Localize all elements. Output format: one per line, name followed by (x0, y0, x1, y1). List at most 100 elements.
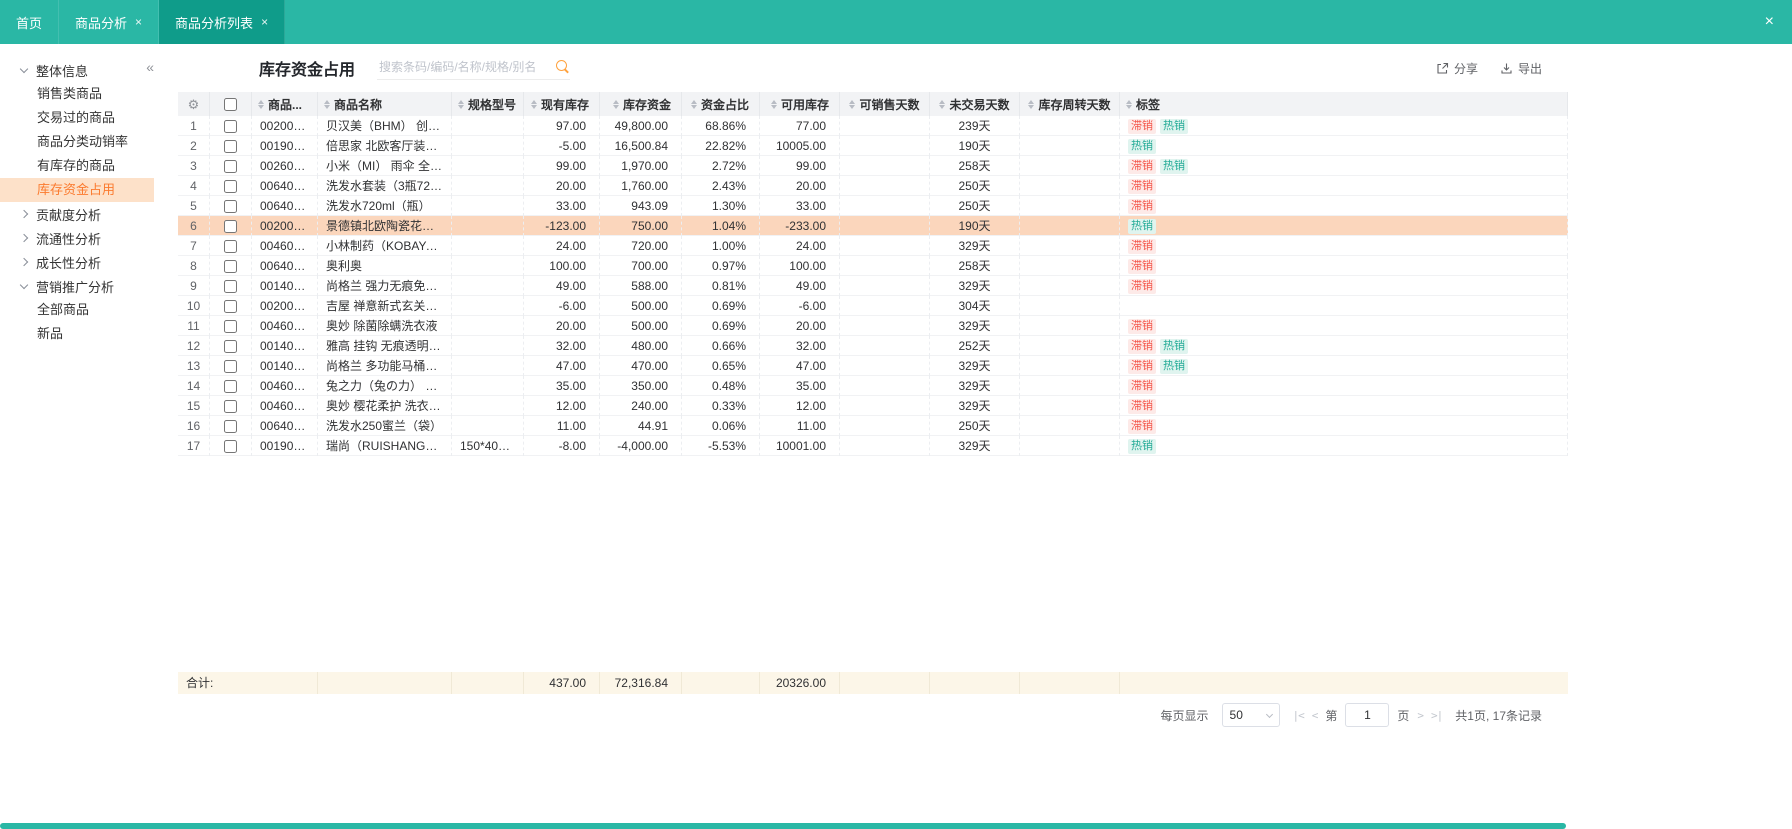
close-icon[interactable]: × (261, 15, 269, 29)
table-row[interactable]: 13 001400... 尚格兰 多功能马桶刷套装 月 47.00 470.00… (178, 356, 1568, 376)
row-checkbox[interactable] (224, 440, 237, 454)
cell-capital-ratio: 0.69% (682, 316, 760, 336)
col-header-available-stock[interactable]: 可用库存 (760, 92, 840, 116)
prev-page-button[interactable]: < (1311, 708, 1319, 722)
next-page-button[interactable]: > (1417, 708, 1424, 722)
sort-icon[interactable] (458, 99, 464, 109)
col-header-product-name[interactable]: 商品名称 (318, 92, 452, 116)
cell-spec (452, 416, 524, 436)
search-icon[interactable] (555, 59, 570, 74)
cell-stock-capital: 44.91 (600, 416, 682, 436)
export-button[interactable]: 导出 (1500, 60, 1542, 77)
sort-icon[interactable] (258, 99, 264, 109)
table-row[interactable]: 6 002000... 景德镇北欧陶瓷花瓶摆件 优 -123.00 750.00… (178, 216, 1568, 236)
col-header-tags[interactable]: 标签 (1120, 92, 1568, 116)
row-checkbox[interactable] (224, 160, 237, 174)
gear-icon[interactable]: ⚙ (187, 96, 200, 112)
sidebar-item-traded-products[interactable]: 交易过的商品 (37, 110, 116, 125)
sidebar-group-growth[interactable]: 成长性分析 (0, 250, 178, 274)
close-icon[interactable]: × (135, 15, 143, 29)
table-row[interactable]: 4 006400... 洗发水套装（3瓶720ml+1瓶 20.00 1,760… (178, 176, 1568, 196)
tab-home[interactable]: 首页 (0, 0, 60, 44)
row-checkbox[interactable] (224, 240, 237, 254)
sidebar-item-all-products[interactable]: 全部商品 (37, 302, 90, 317)
tab-product-analysis[interactable]: 商品分析 × (59, 0, 160, 44)
sidebar-item-in-stock-products[interactable]: 有库存的商品 (37, 158, 116, 173)
row-checkbox[interactable] (224, 200, 237, 214)
table-row[interactable]: 17 001900... 瑞尚（RUISHANG） 卧室满 150*40厘米 -… (178, 436, 1568, 456)
sort-icon[interactable] (530, 99, 537, 109)
table-row[interactable]: 7 004600... 小林制药（KOBAYASHI）日 24.00 720.0… (178, 236, 1568, 256)
row-checkbox[interactable] (224, 360, 237, 374)
table-row[interactable]: 10 002000... 吉屋 禅意新式玄关摆件客厅 -6.00 500.00 … (178, 296, 1568, 316)
table-row[interactable]: 11 004600... 奥妙 除菌除螨洗衣液 20.00 500.00 0.6… (178, 316, 1568, 336)
col-header-sellable-days[interactable]: 可销售天数 (840, 92, 930, 116)
col-header-spec[interactable]: 规格型号 (452, 92, 524, 116)
table-row[interactable]: 3 002600... 小米（MI） 雨伞 全自动折叠 99.00 1,970.… (178, 156, 1568, 176)
row-checkbox[interactable] (224, 120, 237, 134)
sidebar-item-category-sell-rate[interactable]: 商品分类动销率 (37, 134, 129, 149)
table-row[interactable]: 14 004600... 兔之力（兔の力） 粘毛器粘 35.00 350.00 … (178, 376, 1568, 396)
col-header-no-trade-days[interactable]: 未交易天数 (930, 92, 1020, 116)
row-checkbox[interactable] (224, 140, 237, 154)
row-checkbox[interactable] (224, 260, 237, 274)
row-checkbox[interactable] (224, 300, 237, 314)
cell-available-stock: 99.00 (760, 156, 840, 176)
sidebar-group-circulation[interactable]: 流通性分析 (0, 226, 178, 250)
per-page-select[interactable]: 50 (1221, 703, 1280, 727)
table-row[interactable]: 2 001900... 倍思家 北欧客厅装饰画卧室 -5.00 16,500.8… (178, 136, 1568, 156)
sort-icon[interactable] (1028, 99, 1035, 109)
row-checkbox[interactable] (224, 220, 237, 234)
col-header-product-code[interactable]: 商品... (252, 92, 318, 116)
table-row[interactable]: 1 002000... 贝汉美（BHM） 创意北欧陶 97.00 49,800.… (178, 116, 1568, 136)
sort-icon[interactable] (612, 99, 619, 109)
sidebar-item-new-products[interactable]: 新品 (37, 326, 64, 341)
cell-product-code: 002000... (252, 216, 318, 236)
row-checkbox[interactable] (224, 320, 237, 334)
table-row[interactable]: 12 001400... 雅高 挂钩 无痕透明粘钩 强 32.00 480.00… (178, 336, 1568, 356)
cell-stock-capital: 750.00 (600, 216, 682, 236)
row-checkbox[interactable] (224, 380, 237, 394)
tab-product-analysis-list[interactable]: 商品分析列表 × (159, 0, 286, 44)
cell-tags: 滞销 (1120, 396, 1568, 416)
row-checkbox[interactable] (224, 280, 237, 294)
last-page-button[interactable]: >| (1431, 708, 1443, 722)
share-button[interactable]: 分享 (1436, 60, 1478, 77)
col-header-current-stock[interactable]: 现有库存 (524, 92, 600, 116)
table-row[interactable]: 15 004600... 奥妙 樱花柔护 洗衣凝珠 10 12.00 240.0… (178, 396, 1568, 416)
cell-turnover-days (1020, 436, 1120, 456)
sidebar-group-contribution[interactable]: 贡献度分析 (0, 202, 178, 226)
sidebar-item-stock-capital[interactable]: 库存资金占用 (0, 178, 154, 202)
row-checkbox[interactable] (224, 420, 237, 434)
sidebar-group-marketing[interactable]: 营销推广分析 (0, 274, 178, 298)
table-row[interactable]: 5 006400... 洗发水720ml（瓶） 33.00 943.09 1.3… (178, 196, 1568, 216)
sidebar-group-overall[interactable]: 整体信息 (0, 58, 178, 82)
tag-hot: 热销 (1160, 158, 1188, 174)
sidebar-collapse-icon[interactable]: « (146, 59, 154, 75)
row-checkbox[interactable] (224, 340, 237, 354)
sort-icon[interactable] (939, 99, 946, 109)
cell-stock-capital: 1,760.00 (600, 176, 682, 196)
tag-hot: 热销 (1128, 218, 1156, 234)
col-header-capital-ratio[interactable]: 资金占比 (682, 92, 760, 116)
search-input[interactable] (377, 56, 550, 77)
table-row[interactable]: 8 006400... 奥利奥 100.00 700.00 0.97% 100.… (178, 256, 1568, 276)
cell-available-stock: -6.00 (760, 296, 840, 316)
sidebar-item-sales-products[interactable]: 销售类商品 (37, 86, 103, 101)
sort-icon[interactable] (770, 99, 777, 109)
table-row[interactable]: 16 006400... 洗发水250蜜兰（袋） 11.00 44.91 0.0… (178, 416, 1568, 436)
table-row[interactable]: 9 001400... 尚格兰 强力无痕免打孔浴室 49.00 588.00 0… (178, 276, 1568, 296)
window-close-icon[interactable]: × (1764, 13, 1774, 30)
row-checkbox[interactable] (224, 400, 237, 414)
first-page-button[interactable]: |< (1292, 708, 1305, 722)
row-checkbox[interactable] (224, 180, 237, 194)
sort-icon[interactable] (690, 99, 697, 109)
page-number-input[interactable] (1345, 703, 1390, 727)
col-header-turnover-days[interactable]: 库存周转天数 (1020, 92, 1120, 116)
sort-icon[interactable] (1126, 99, 1132, 109)
sort-icon[interactable] (324, 99, 330, 109)
col-header-stock-capital[interactable]: 库存资金 (600, 92, 682, 116)
horizontal-scrollbar[interactable] (0, 823, 1566, 829)
sort-icon[interactable] (849, 99, 856, 109)
select-all-checkbox[interactable] (224, 97, 237, 111)
